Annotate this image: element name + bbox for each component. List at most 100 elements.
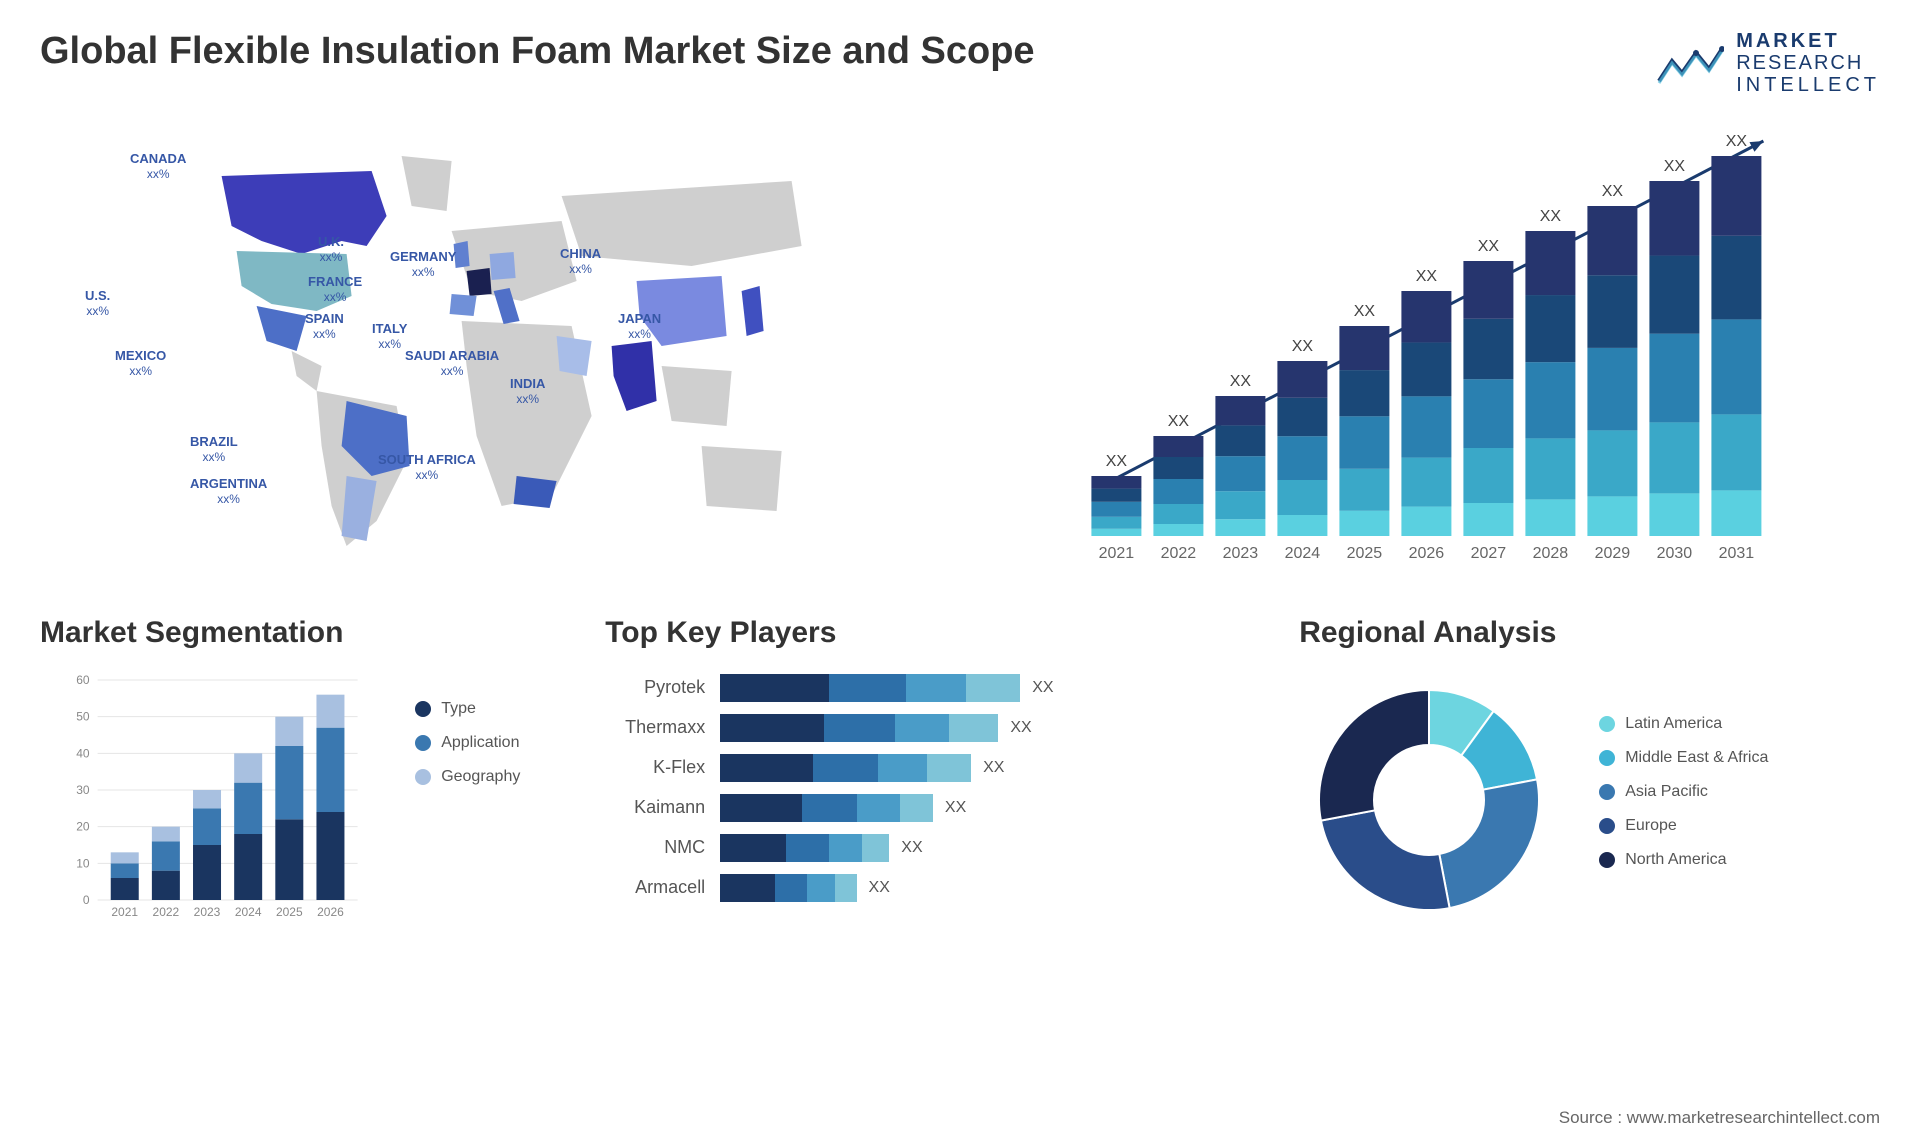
map-label: U.K.xx%	[318, 234, 344, 264]
map-label: BRAZILxx%	[190, 434, 238, 464]
svg-text:XX: XX	[1230, 373, 1252, 390]
player-value: XX	[945, 799, 966, 817]
legend-label: Geography	[441, 768, 520, 786]
player-bar-wrap: XX	[720, 874, 1249, 902]
map-label: FRANCExx%	[308, 274, 362, 304]
svg-text:40: 40	[76, 746, 90, 760]
map-label: INDIAxx%	[510, 376, 545, 406]
source-text: Source : www.marketresearchintellect.com	[1559, 1108, 1880, 1128]
logo-line3: INTELLECT	[1736, 74, 1880, 96]
player-bar-wrap: XX	[720, 754, 1249, 782]
player-name: Kaimann	[605, 797, 705, 818]
header: Global Flexible Insulation Foam Market S…	[40, 30, 1880, 96]
legend-item: Geography	[415, 768, 555, 786]
regional-donut	[1299, 670, 1559, 930]
player-value: XX	[1010, 719, 1031, 737]
map-label: GERMANYxx%	[390, 249, 456, 279]
map-label: SOUTH AFRICAxx%	[378, 452, 476, 482]
player-bar-segment	[829, 674, 905, 702]
svg-text:10: 10	[76, 856, 90, 870]
player-bar-segment	[949, 714, 998, 742]
svg-text:2031: 2031	[1719, 545, 1755, 562]
svg-text:2025: 2025	[1347, 545, 1383, 562]
main-bar-chart: XX2021XX2022XX2023XX2024XX2025XX2026XX20…	[983, 126, 1880, 566]
player-row: NMC XX	[605, 830, 1249, 865]
logo-icon	[1654, 41, 1724, 86]
regional-legend: Latin AmericaMiddle East & AfricaAsia Pa…	[1599, 715, 1880, 885]
svg-text:50: 50	[76, 710, 90, 724]
player-row: ThermaxxXX	[605, 710, 1249, 745]
map-label: ARGENTINAxx%	[190, 476, 267, 506]
logo-line1: MARKET	[1736, 30, 1880, 52]
player-bar	[720, 794, 933, 822]
svg-text:2029: 2029	[1595, 545, 1631, 562]
svg-text:XX: XX	[1726, 133, 1748, 150]
player-name: K-Flex	[605, 757, 705, 778]
player-bar	[720, 754, 971, 782]
map-label: U.S.xx%	[85, 288, 110, 318]
player-bar-segment	[927, 754, 971, 782]
player-value: XX	[983, 759, 1004, 777]
player-bar-segment	[720, 874, 775, 902]
player-value: XX	[901, 839, 922, 857]
legend-swatch	[1599, 784, 1615, 800]
regional-section: Regional Analysis Latin AmericaMiddle Ea…	[1299, 616, 1880, 930]
player-row: Armacell XX	[605, 870, 1249, 905]
player-name: NMC	[605, 837, 705, 858]
player-name: Pyrotek	[605, 677, 705, 698]
player-bar-segment	[720, 714, 824, 742]
players-chart: PyrotekXXThermaxxXXK-FlexXXKaimannXXNMCX…	[605, 670, 1249, 905]
svg-text:XX: XX	[1168, 413, 1190, 430]
svg-text:XX: XX	[1602, 183, 1624, 200]
player-bar-segment	[720, 754, 813, 782]
player-bar-segment	[835, 874, 857, 902]
legend-swatch	[1599, 852, 1615, 868]
svg-text:XX: XX	[1106, 453, 1128, 470]
player-name: Armacell	[605, 877, 705, 898]
player-bar-segment	[720, 834, 785, 862]
top-row: CANADAxx% U.S.xx% MEXICOxx% BRAZILxx% ARGENT…	[40, 126, 1880, 566]
segmentation-chart: 0102030405060202120222023202420252026	[40, 670, 395, 930]
map-label: CANADAxx%	[130, 151, 186, 181]
legend-label: Type	[441, 700, 476, 718]
player-bar	[720, 834, 889, 862]
legend-label: Europe	[1625, 817, 1677, 835]
svg-text:0: 0	[83, 893, 90, 907]
legend-item: Asia Pacific	[1599, 783, 1880, 801]
map-label: CHINAxx%	[560, 246, 601, 276]
player-value: XX	[869, 879, 890, 897]
world-map	[40, 126, 923, 556]
svg-text:XX: XX	[1292, 338, 1314, 355]
player-bar-wrap: XX	[720, 834, 1249, 862]
player-bar-segment	[829, 834, 862, 862]
svg-text:2025: 2025	[276, 905, 303, 919]
legend-swatch	[415, 735, 431, 751]
segmentation-legend: TypeApplicationGeography	[415, 670, 555, 930]
player-value: XX	[1032, 679, 1053, 697]
bottom-row: Market Segmentation 01020304050602021202…	[40, 616, 1880, 930]
svg-text:2024: 2024	[235, 905, 262, 919]
player-bar-wrap: XX	[720, 674, 1249, 702]
legend-label: Asia Pacific	[1625, 783, 1708, 801]
player-bar-segment	[906, 674, 966, 702]
svg-text:20: 20	[76, 820, 90, 834]
logo: MARKET RESEARCH INTELLECT	[1654, 30, 1880, 96]
player-bar-segment	[824, 714, 895, 742]
map-label: SAUDI ARABIAxx%	[405, 348, 499, 378]
legend-item: North America	[1599, 851, 1880, 869]
player-bar	[720, 674, 1020, 702]
svg-text:XX: XX	[1540, 208, 1562, 225]
regional-title: Regional Analysis	[1299, 616, 1880, 650]
player-bar-segment	[720, 794, 802, 822]
legend-item: Middle East & Africa	[1599, 749, 1880, 767]
page-title: Global Flexible Insulation Foam Market S…	[40, 30, 1035, 73]
svg-text:2022: 2022	[153, 905, 180, 919]
svg-text:XX: XX	[1478, 238, 1500, 255]
svg-text:60: 60	[76, 673, 90, 687]
map-label: MEXICOxx%	[115, 348, 166, 378]
player-row: K-Flex XX	[605, 750, 1249, 785]
segmentation-title: Market Segmentation	[40, 616, 555, 650]
svg-text:2026: 2026	[1409, 545, 1445, 562]
map-label: ITALYxx%	[372, 321, 407, 351]
segmentation-section: Market Segmentation 01020304050602021202…	[40, 616, 555, 930]
